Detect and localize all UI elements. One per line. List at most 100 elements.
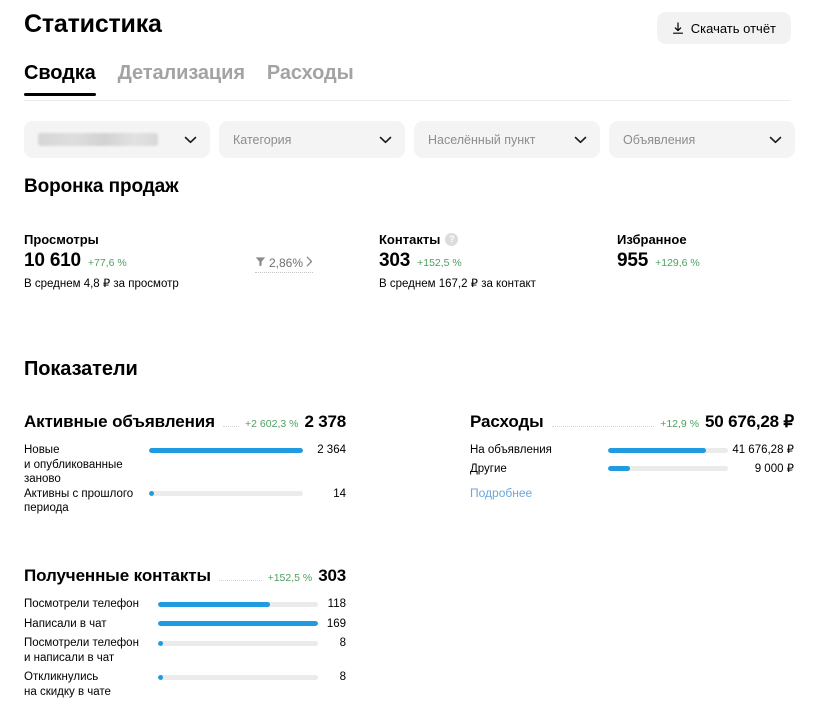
tab-raskhody[interactable]: Расходы xyxy=(266,62,354,84)
filter-category-dropdown[interactable]: Категория xyxy=(219,121,405,158)
metric-favorites-label: Избранное xyxy=(617,232,700,247)
table-row: Посмотрели телефон 118 xyxy=(24,597,346,612)
block-expenses-title: Расходы xyxy=(470,412,544,431)
block-active-ads-total: 2 378 xyxy=(304,412,346,431)
bar-track xyxy=(158,601,318,607)
filter-ads-dropdown[interactable]: Объявления xyxy=(609,121,795,158)
indicators-section-title: Показатели xyxy=(24,358,138,380)
filter-ads-label: Объявления xyxy=(623,132,696,147)
bar-value: 8 xyxy=(339,637,346,649)
bar-track-wrap xyxy=(149,443,303,458)
bar-fill xyxy=(149,491,154,497)
bar-label: Откликнулись на скидку в чате xyxy=(24,671,111,698)
metric-views-value: 10 610 xyxy=(24,250,81,271)
question-mark-icon[interactable]: ? xyxy=(445,233,459,246)
metric-contacts-label-text: Контакты xyxy=(379,232,441,247)
filter-locality-label: Населённый пункт xyxy=(428,132,536,147)
bar-label: Написали в чат xyxy=(24,617,107,630)
bar-track-wrap xyxy=(608,462,728,477)
bar-label: Посмотрели телефон xyxy=(24,598,139,610)
bar-fill xyxy=(158,674,163,680)
filter-bar: Категория Населённый пункт Объявления xyxy=(24,121,795,158)
metric-contacts-delta: +152,5 % xyxy=(417,257,462,269)
block-received-contacts-title: Полученные контакты xyxy=(24,566,211,585)
leader-dots xyxy=(218,580,262,581)
bar-track xyxy=(158,621,318,627)
bar-track-wrap xyxy=(158,597,318,612)
bar-label: Активны с прошлого периода xyxy=(24,487,134,515)
funnel-conversion-value: 2,86% xyxy=(269,256,304,270)
table-row: Активны с прошлого периода 14 xyxy=(24,487,346,516)
bar-track-wrap xyxy=(158,636,318,651)
leader-dots xyxy=(551,426,655,427)
chevron-right-icon xyxy=(306,256,313,270)
bar-track-wrap xyxy=(158,617,318,632)
metric-views: Просмотры 10 610 +77,6 % В среднем 4,8 ₽… xyxy=(24,232,179,290)
block-expenses-delta: +12,9 % xyxy=(660,418,700,430)
bar-value: 9 000 ₽ xyxy=(754,462,794,475)
bar-label: На объявления xyxy=(470,444,552,456)
bar-track xyxy=(608,447,728,453)
bar-value: 14 xyxy=(333,487,346,500)
bar-fill xyxy=(158,601,270,607)
bar-track xyxy=(149,491,303,497)
tab-svodka[interactable]: Сводка xyxy=(24,62,96,96)
funnel-section-title: Воронка продаж xyxy=(24,176,179,197)
page-title: Статистика xyxy=(24,10,162,38)
download-report-button[interactable]: Скачать отчёт xyxy=(656,12,791,44)
block-received-contacts-delta: +152,5 % xyxy=(267,572,313,584)
table-row: Откликнулись на скидку в чате 8 xyxy=(24,670,346,699)
chevron-down-icon xyxy=(379,133,392,147)
block-expenses-total: 50 676,28 ₽ xyxy=(705,412,794,431)
bar-fill xyxy=(158,621,318,627)
leader-dots xyxy=(222,426,240,427)
metric-contacts-subtext: В среднем 167,2 ₽ за контакт xyxy=(379,278,536,290)
table-row: На объявления 41 676,28 ₽ xyxy=(470,443,794,458)
block-received-contacts: Полученные контакты +152,5 % 303 Посмотр… xyxy=(24,566,346,699)
metric-contacts: Контакты ? 303 +152,5 % В среднем 167,2 … xyxy=(379,232,536,290)
bar-track-wrap xyxy=(149,487,303,502)
expenses-details-link[interactable]: Подробнее xyxy=(470,486,533,500)
filter-locality-dropdown[interactable]: Населённый пункт xyxy=(414,121,600,158)
bar-fill xyxy=(158,640,163,646)
funnel-conversion-button[interactable]: 2,86% xyxy=(255,256,314,273)
bar-track-wrap xyxy=(158,670,318,685)
metric-favorites-value-row: 955 +129,6 % xyxy=(617,250,700,272)
block-received-contacts-header: Полученные контакты +152,5 % 303 xyxy=(24,566,346,586)
metric-views-subtext: В среднем 4,8 ₽ за просмотр xyxy=(24,278,179,290)
block-active-ads-header: Активные объявления +2 602,3 % 2 378 xyxy=(24,412,346,432)
metric-views-delta: +77,6 % xyxy=(87,257,127,269)
tab-divider xyxy=(24,100,790,101)
bar-label: Другие xyxy=(470,462,507,475)
block-active-ads: Активные объявления +2 602,3 % 2 378 Нов… xyxy=(24,412,346,516)
metric-contacts-value: 303 xyxy=(379,250,411,271)
filter-period-dropdown[interactable] xyxy=(24,121,210,158)
metric-favorites-value: 955 xyxy=(617,250,649,271)
bar-label: Новые и опубликованные заново xyxy=(24,444,123,485)
block-expenses: Расходы +12,9 % 50 676,28 ₽ На объявлени… xyxy=(470,412,794,502)
bar-value: 118 xyxy=(327,598,346,610)
metric-views-label: Просмотры xyxy=(24,232,179,247)
tab-detalizatsiya[interactable]: Детализация xyxy=(117,62,245,84)
download-report-label: Скачать отчёт xyxy=(690,20,776,36)
filter-category-label: Категория xyxy=(233,132,292,147)
chevron-down-icon xyxy=(769,133,782,147)
bar-value: 8 xyxy=(339,671,346,683)
bar-track xyxy=(158,640,318,646)
table-row: Написали в чат 169 xyxy=(24,617,346,632)
block-active-ads-delta: +2 602,3 % xyxy=(245,418,299,430)
chevron-down-icon xyxy=(574,133,587,147)
bar-track xyxy=(158,674,318,680)
block-received-contacts-total: 303 xyxy=(318,566,346,585)
bar-track-wrap xyxy=(608,443,728,458)
table-row: Новые и опубликованные заново 2 364 xyxy=(24,443,346,487)
bar-value: 2 364 xyxy=(317,444,346,456)
bar-fill xyxy=(608,466,630,472)
table-row: Посмотрели телефон и написали в чат 8 xyxy=(24,636,346,665)
metric-contacts-value-row: 303 +152,5 % xyxy=(379,250,536,272)
bar-label: Посмотрели телефон и написали в чат xyxy=(24,637,139,664)
bar-fill xyxy=(149,447,303,453)
bar-track xyxy=(149,447,303,453)
bar-track xyxy=(608,466,728,472)
